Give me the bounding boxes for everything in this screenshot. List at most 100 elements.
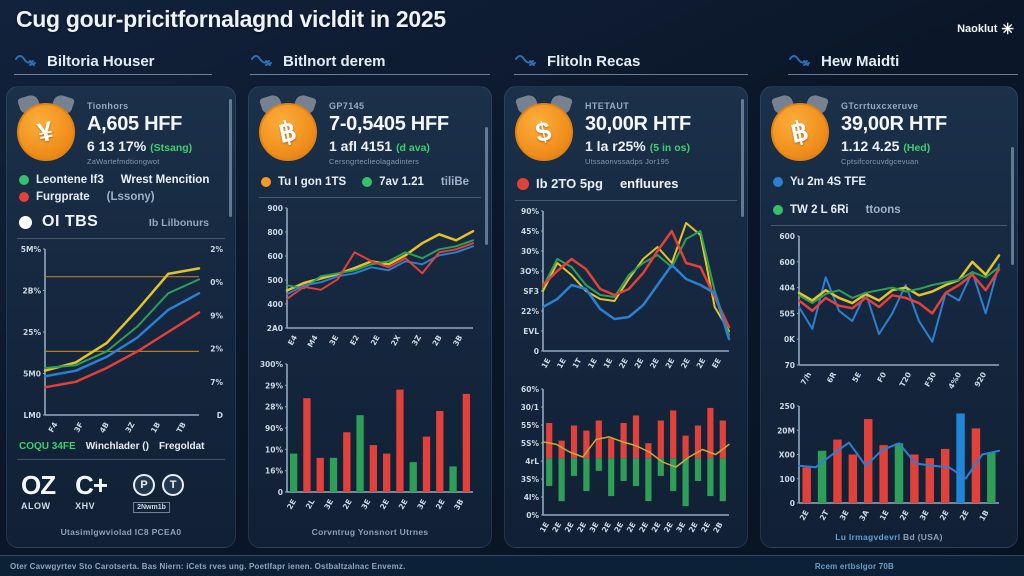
section-title: OI TBS bbox=[42, 213, 99, 230]
svg-text:250: 250 bbox=[779, 402, 795, 411]
svg-text:3B: 3B bbox=[452, 497, 465, 511]
legend-item: 7av 1.21 tiliBe bbox=[362, 176, 469, 188]
wave-arrow-icon bbox=[789, 55, 810, 66]
line-chart: 900 800 600 500 400 2A0 E4 M4 3E E2 2E 2X 3Z 2B 3B bbox=[259, 202, 481, 352]
svg-text:2E: 2E bbox=[341, 498, 354, 511]
svg-text:2E: 2E bbox=[687, 521, 700, 534]
panel-header-2: Bitlnort derem bbox=[250, 48, 490, 75]
svg-text:4%0: 4%0 bbox=[946, 371, 963, 390]
stat-value: 7-0,5405 HFF bbox=[329, 113, 449, 135]
svg-text:3F: 3F bbox=[72, 421, 85, 434]
stat-block: GTcrrtuxcxeruve 39,00R HTF 1.12 4.25 (Hed… bbox=[841, 95, 947, 166]
bar-chart: 300% 29% 28% 90% 10% 16% 0 2E 2L 3E 2E 3E 2E 2E 3E 2E 3B bbox=[259, 358, 481, 516]
svg-text:4l%: 4l% bbox=[524, 493, 540, 502]
svg-text:30%: 30% bbox=[521, 247, 539, 256]
svg-text:3A: 3A bbox=[857, 508, 870, 522]
svg-text:2E: 2E bbox=[637, 521, 650, 534]
legend: Leontene If3 Wrest Mencition Furgprate (… bbox=[19, 174, 223, 203]
svg-text:2E: 2E bbox=[617, 357, 630, 370]
svg-text:2E: 2E bbox=[898, 509, 911, 522]
badge-t-icon: T bbox=[162, 474, 185, 496]
coin-stat-row: ฿ GTcrrtuxcxeruve 39,00R HTF 1.12 4.25 (H… bbox=[771, 93, 1007, 166]
svg-text:2E: 2E bbox=[633, 357, 646, 370]
svg-text:55%: 55% bbox=[521, 421, 539, 430]
svg-text:5M%: 5M% bbox=[21, 245, 42, 254]
panel-card-2: ฿ GP7145 7-0,5405 HFF 1 afl 4151 (d ava) … bbox=[248, 86, 492, 548]
svg-text:70: 70 bbox=[785, 361, 795, 370]
svg-text:2E: 2E bbox=[563, 521, 576, 534]
brand-label: Naoklut bbox=[957, 23, 998, 35]
stat-sub: 1.12 4.25 (Hed) bbox=[841, 138, 931, 154]
panel-card-4: ฿ GTcrrtuxcxeruve 39,00R HTF 1.12 4.25 (H… bbox=[760, 86, 1018, 548]
svg-text:1B: 1B bbox=[977, 508, 990, 522]
svg-text:M4: M4 bbox=[306, 334, 320, 349]
stat-sub: 6 13 17% (Stsang) bbox=[87, 138, 193, 154]
svg-text:2B: 2B bbox=[711, 520, 724, 534]
svg-text:2E: 2E bbox=[575, 521, 588, 534]
svg-text:30/1: 30/1 bbox=[521, 403, 539, 412]
wave-arrow-icon bbox=[515, 55, 536, 66]
scrollbar-thumb[interactable] bbox=[229, 99, 232, 217]
scrollbar-thumb[interactable] bbox=[741, 99, 744, 217]
svg-text:5E: 5E bbox=[850, 371, 863, 384]
svg-text:1E: 1E bbox=[538, 521, 551, 534]
change-badge: (5 in os) bbox=[649, 142, 690, 154]
coin-stat-row: ฿ GP7145 7-0,5405 HFF 1 afl 4151 (d ava) … bbox=[259, 93, 481, 166]
svg-text:600: 600 bbox=[779, 258, 795, 267]
svg-text:F30: F30 bbox=[923, 371, 939, 389]
panel-title: Bitlnort derem bbox=[283, 52, 386, 70]
svg-text:90%: 90% bbox=[265, 424, 283, 433]
svg-text:LM0: LM0 bbox=[24, 411, 41, 420]
scrollbar-thumb[interactable] bbox=[485, 127, 488, 245]
svg-text:2E: 2E bbox=[600, 521, 613, 534]
svg-text:1E: 1E bbox=[602, 357, 615, 370]
bottom-stat: C+ XHV bbox=[75, 470, 108, 511]
svg-text:0%: 0% bbox=[526, 511, 539, 520]
footer-text: Oter Cavwgyrtev Sto Carotserta. Bas Nier… bbox=[10, 561, 406, 571]
svg-text:3E: 3E bbox=[415, 498, 428, 511]
legend-item: Ib 2TO 5pg enfluures bbox=[517, 176, 678, 191]
svg-text:0%: 0% bbox=[210, 278, 223, 287]
svg-text:3E: 3E bbox=[674, 521, 687, 534]
card-caption: Lu Irmagvdevrl Bd (USA) bbox=[835, 532, 943, 542]
svg-text:2X: 2X bbox=[389, 333, 402, 347]
panel-card-3: $ HTETAUT 30,00R HTF 1 la r25% (5 in os) … bbox=[504, 86, 748, 548]
stat-sub: 1 afl 4151 (d ava) bbox=[329, 138, 430, 154]
footer-right-text: Rcem ertbslgor 70B bbox=[814, 561, 894, 571]
svg-text:0: 0 bbox=[534, 347, 539, 356]
svg-text:90%: 90% bbox=[521, 207, 539, 216]
card-caption: Utasimlgwviolad IC8 PCEA0 bbox=[60, 527, 182, 537]
svg-text:2E: 2E bbox=[625, 521, 638, 534]
stat-sub: 1 la r25% (5 in os) bbox=[585, 138, 690, 154]
legend: Ib 2TO 5pg enfluures bbox=[517, 176, 735, 191]
svg-text:600: 600 bbox=[267, 252, 283, 261]
svg-text:F4: F4 bbox=[47, 421, 60, 434]
divider bbox=[259, 197, 481, 198]
divider bbox=[515, 200, 737, 201]
note-mid: Winchlader () bbox=[85, 441, 149, 452]
stat-label: Tionhors bbox=[87, 101, 129, 111]
legend: Yu 2m 4S TFE TW 2 L 6Ri ttoons bbox=[773, 176, 1005, 216]
bitcoin-icon: ฿ bbox=[259, 93, 317, 161]
brand-icon: ✳ bbox=[1001, 21, 1014, 38]
fine-print: Cptsifcorcuvdgcevuan bbox=[841, 157, 919, 166]
svg-text:EE: EE bbox=[710, 357, 723, 370]
svg-text:28%: 28% bbox=[265, 403, 283, 412]
panel-title: Flitoln Recas bbox=[547, 52, 641, 70]
svg-text:25%: 25% bbox=[23, 328, 41, 337]
svg-text:1T: 1T bbox=[571, 356, 584, 370]
svg-text:404: 404 bbox=[779, 284, 795, 293]
legend-dot bbox=[773, 205, 783, 215]
svg-text:600: 600 bbox=[779, 232, 795, 241]
svg-text:45%: 45% bbox=[521, 227, 539, 236]
scrollbar-thumb[interactable] bbox=[1011, 147, 1014, 265]
bullet-icon bbox=[19, 215, 32, 229]
svg-text:3Z: 3Z bbox=[123, 420, 136, 434]
svg-text:2E: 2E bbox=[695, 357, 708, 370]
legend-dot bbox=[19, 192, 29, 202]
svg-text:2E: 2E bbox=[699, 521, 712, 534]
change-badge: (Hed) bbox=[903, 142, 931, 154]
panel-header-3: Flitoln Recas bbox=[514, 48, 748, 75]
legend-item: Yu 2m 4S TFE bbox=[773, 176, 866, 188]
svg-text:3E: 3E bbox=[359, 498, 372, 511]
